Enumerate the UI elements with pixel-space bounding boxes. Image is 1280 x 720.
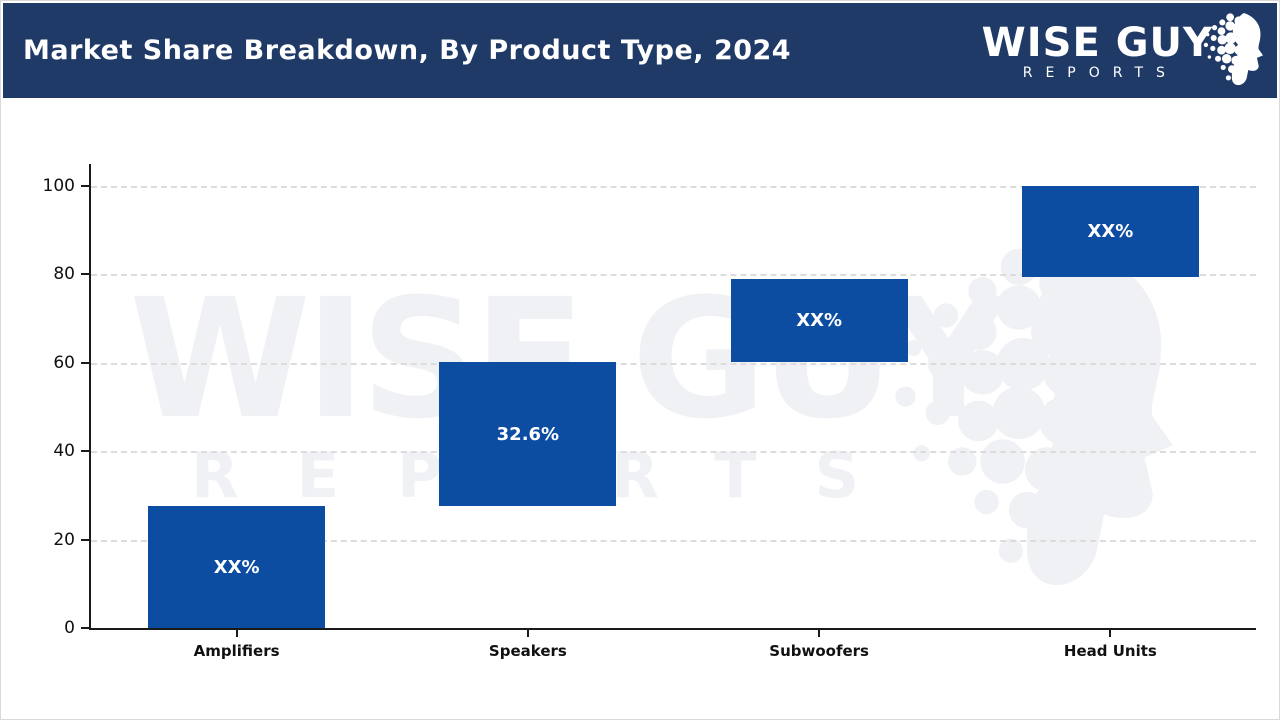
brand-subname: REPORTS [1022,64,1178,81]
x-axis-tickmark-2 [526,628,529,637]
x-axis-tickmark-4 [1109,628,1112,637]
y-axis-tick-40: 40 [53,441,75,462]
y-axis-tick-80: 80 [53,264,75,285]
y-axis-tickmark-100 [81,185,89,188]
x-axis-tickmark-1 [235,628,238,637]
y-axis-tick-100: 100 [42,176,75,197]
brand-logo-text: WISE GUY REPORTS [982,22,1213,81]
y-axis-tickmark-20 [81,538,89,541]
bar-amplifiers: XX% [148,506,326,628]
x-axis-label-head-units: Head Units [1063,642,1157,660]
y-axis-tickmark-60 [81,361,89,364]
bar-head-units: XX% [1021,186,1199,278]
x-axis-label-speakers: Speakers [488,642,567,660]
gridline-60 [91,362,1256,365]
y-axis-tickmark-0 [81,627,89,629]
chart-title: Market Share Breakdown, By Product Type,… [23,35,792,66]
bar-speakers: 32.6% [439,362,617,507]
gridline-20 [91,539,1256,542]
gridline-40 [91,451,1256,454]
brand-logo: WISE GUY REPORTS [982,9,1263,93]
gridline-100 [91,186,1256,189]
y-axis-tick-20: 20 [53,529,75,550]
gridline-80 [91,274,1256,277]
bar-subwoofers: XX% [730,278,908,363]
y-axis-tick-0: 0 [64,618,75,638]
y-axis-tickmark-80 [81,273,89,276]
plot-area: 0 20 40 60 80 100 XX% Amplifiers 32.6% Speakers XX… [43,164,1256,660]
y-axis-tick-60: 60 [53,352,75,373]
bar-value-label: XX% [1087,221,1134,243]
x-axis-label-amplifiers: Amplifiers [193,642,280,660]
bar-value-label: XX% [213,556,260,578]
y-axis-tickmark-40 [81,450,89,453]
brand-head-icon [1199,12,1263,90]
header: Market Share Breakdown, By Product Type,… [3,3,1277,98]
bar-value-label: 32.6% [496,423,560,445]
x-axis-tickmark-3 [818,628,821,637]
bar-value-label: XX% [796,310,843,332]
x-axis-label-subwoofers: Subwoofers [769,642,869,660]
brand-name: WISE GUY [981,19,1213,66]
